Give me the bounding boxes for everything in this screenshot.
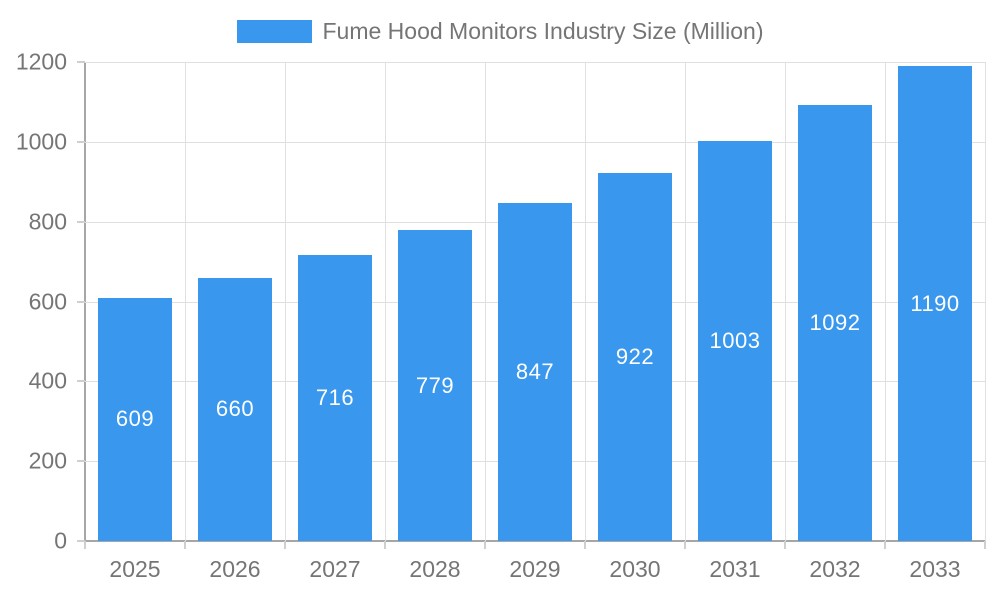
y-axis-label: 200 — [28, 447, 67, 474]
bar[interactable]: 716 — [298, 255, 372, 541]
v-gridline — [384, 62, 386, 541]
bar[interactable]: 1092 — [798, 105, 872, 541]
y-axis-label: 1000 — [15, 128, 67, 155]
bar-slot: 922 — [585, 62, 685, 541]
bar[interactable]: 922 — [598, 172, 672, 541]
x-axis-label: 2029 — [509, 556, 561, 582]
bar-value-label: 847 — [515, 358, 555, 384]
x-axis-label: 2030 — [609, 556, 661, 582]
bar[interactable]: 847 — [498, 202, 572, 541]
legend-swatch-icon[interactable] — [236, 19, 312, 43]
x-axis-tick — [184, 541, 186, 549]
bar-slot: 1190 — [885, 62, 985, 541]
bar-value-label: 1190 — [910, 290, 960, 316]
x-axis-label: 2025 — [109, 556, 161, 582]
bar[interactable]: 609 — [98, 297, 172, 541]
legend[interactable]: Fume Hood Monitors Industry Size (Millio… — [0, 18, 1000, 44]
x-axis-tick — [584, 541, 586, 549]
y-axis-tick — [77, 540, 85, 542]
bar-slot: 847 — [485, 62, 585, 541]
v-gridline — [985, 62, 986, 541]
x-axis-tick — [484, 541, 486, 549]
v-gridline — [185, 62, 186, 541]
y-axis-tick — [77, 300, 85, 303]
bar-value-label: 1092 — [809, 310, 861, 336]
bar-slot: 1092 — [785, 62, 885, 541]
bar[interactable]: 1003 — [697, 140, 772, 541]
x-axis-line — [84, 540, 985, 542]
y-axis-label: 0 — [54, 527, 67, 554]
bar-slot: 609 — [85, 62, 185, 541]
legend-label[interactable]: Fume Hood Monitors Industry Size (Millio… — [322, 18, 764, 44]
y-axis-tick — [77, 380, 85, 383]
y-axis-label: 600 — [28, 288, 67, 314]
bar-value-label: 1003 — [709, 327, 761, 353]
y-axis-tick — [77, 220, 85, 223]
h-gridline — [85, 141, 985, 143]
y-axis-tick — [77, 140, 85, 143]
bar-value-label: 779 — [415, 372, 455, 398]
x-axis-tick — [384, 541, 386, 549]
x-axis-tick — [84, 541, 86, 549]
x-axis-label: 2032 — [809, 556, 861, 582]
bar-value-label: 609 — [115, 406, 155, 432]
v-gridline — [885, 62, 886, 541]
bar-value-label: 922 — [615, 343, 655, 369]
x-axis-tick — [684, 541, 686, 549]
bar[interactable]: 779 — [397, 230, 472, 541]
v-gridline — [684, 62, 686, 541]
v-gridline — [285, 62, 286, 541]
x-axis-label: 2031 — [709, 556, 761, 582]
plot-area: 609 660 716 779 847 922 1003 1092 1190 — [85, 62, 986, 541]
bar-slot: 716 — [285, 62, 385, 541]
x-axis-tick — [884, 541, 886, 549]
x-axis-tick — [784, 541, 786, 549]
bar-value-label: 716 — [315, 385, 355, 411]
x-axis-tick — [284, 541, 286, 549]
bar-slot: 779 — [385, 62, 485, 541]
v-gridline — [785, 62, 786, 541]
y-axis-tick — [77, 460, 85, 463]
x-axis-label: 2027 — [309, 556, 361, 582]
h-gridline — [85, 62, 985, 63]
x-axis-label: 2026 — [209, 556, 261, 582]
x-axis-label: 2033 — [909, 556, 961, 582]
y-axis-label: 400 — [28, 367, 67, 394]
bar-slot: 660 — [185, 62, 285, 541]
y-axis-label: 800 — [28, 208, 67, 235]
bar-slot: 1003 — [685, 62, 785, 541]
bar[interactable]: 660 — [198, 277, 272, 541]
y-axis-label: 1200 — [15, 48, 67, 75]
bar[interactable]: 1190 — [898, 66, 972, 541]
y-axis-tick — [77, 61, 85, 63]
x-axis-label: 2028 — [409, 556, 461, 582]
x-axis-tick — [984, 541, 986, 549]
y-axis-line — [84, 62, 86, 543]
bar-value-label: 660 — [215, 396, 255, 422]
v-gridline — [585, 62, 586, 541]
v-gridline — [485, 62, 486, 541]
